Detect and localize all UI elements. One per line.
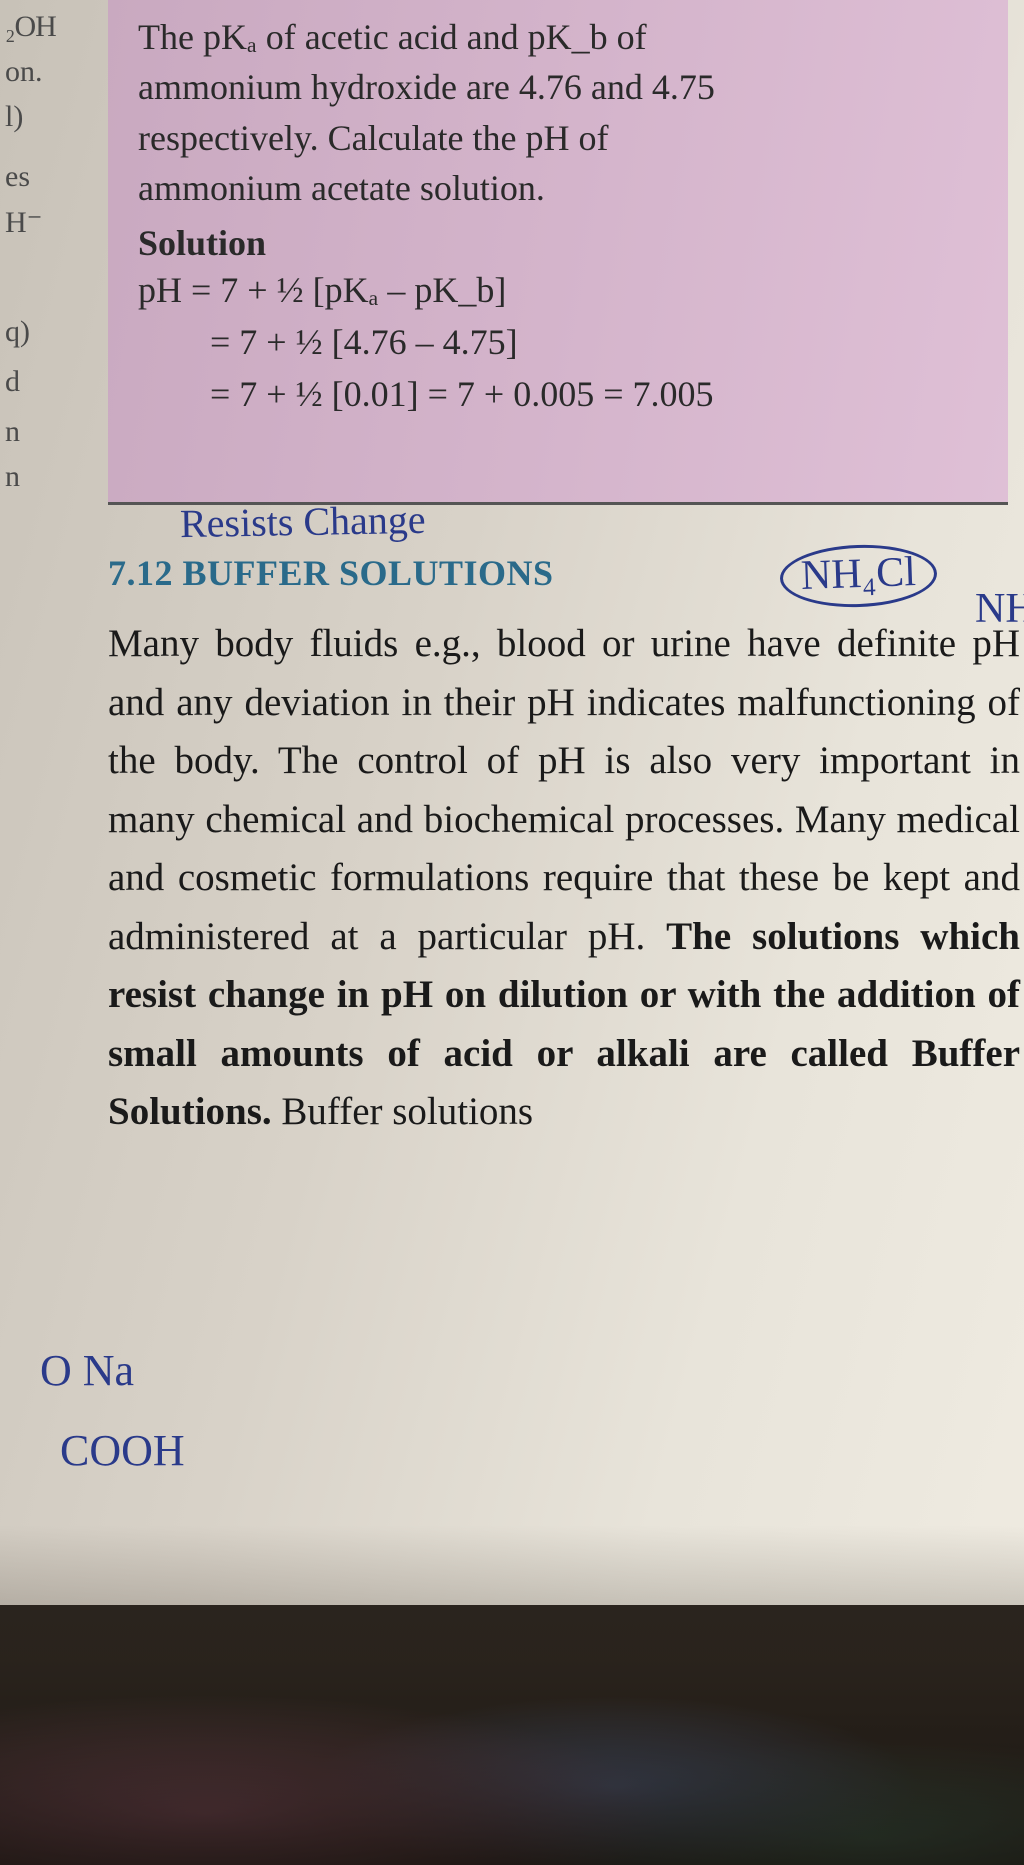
equation-line: = 7 + ½ [4.76 – 4.75] — [138, 316, 988, 368]
worked-example-box: The pKₐ of acetic acid and pK_b of ammon… — [108, 0, 1008, 505]
handwritten-annotation: O Na — [40, 1345, 134, 1396]
page-curvature-shadow — [0, 1525, 1024, 1865]
handwritten-annotation: Resists Change — [180, 496, 426, 547]
equation-line: pH = 7 + ½ [pKₐ – pK_b] — [138, 264, 988, 316]
section-number: 7.12 — [108, 553, 173, 593]
section-title: BUFFER SOLUTIONS — [183, 553, 554, 593]
left-margin-fragments: ₂OH on. l) es H⁻ q) d n n — [0, 0, 90, 700]
margin-text: es — [5, 160, 30, 194]
margin-text: d — [5, 365, 20, 399]
problem-statement: The pKₐ of acetic acid and pK_b of ammon… — [138, 12, 988, 214]
body-text-run: Many body fluids e.g., blood or urine ha… — [108, 622, 1020, 958]
problem-line: The pKₐ of acetic acid and pK_b of — [138, 17, 647, 57]
problem-line: ammonium acetate solution. — [138, 168, 545, 208]
solution-heading: Solution — [138, 222, 988, 264]
margin-text: H⁻ — [5, 205, 43, 240]
problem-line: ammonium hydroxide are 4.76 and 4.75 — [138, 67, 715, 107]
textbook-page: ₂OH on. l) es H⁻ q) d n n The pKₐ of ace… — [0, 0, 1024, 1865]
margin-text: n — [5, 415, 20, 449]
equation-line: = 7 + ½ [0.01] = 7 + 0.005 = 7.005 — [138, 368, 988, 420]
margin-text: on. — [5, 55, 43, 89]
margin-text: n — [5, 460, 20, 494]
body-text-run: Buffer solutions — [272, 1090, 533, 1133]
handwritten-circled-annotation: NH₄Cl — [779, 542, 938, 609]
handwritten-annotation: COOH — [60, 1425, 185, 1476]
margin-text: ₂OH — [5, 10, 56, 44]
problem-line: respectively. Calculate the pH of — [138, 118, 608, 158]
margin-text: l) — [5, 100, 23, 134]
body-paragraph: Many body fluids e.g., blood or urine ha… — [108, 615, 1020, 1142]
section-heading: 7.12 BUFFER SOLUTIONS — [108, 552, 554, 594]
margin-text: q) — [5, 315, 30, 349]
